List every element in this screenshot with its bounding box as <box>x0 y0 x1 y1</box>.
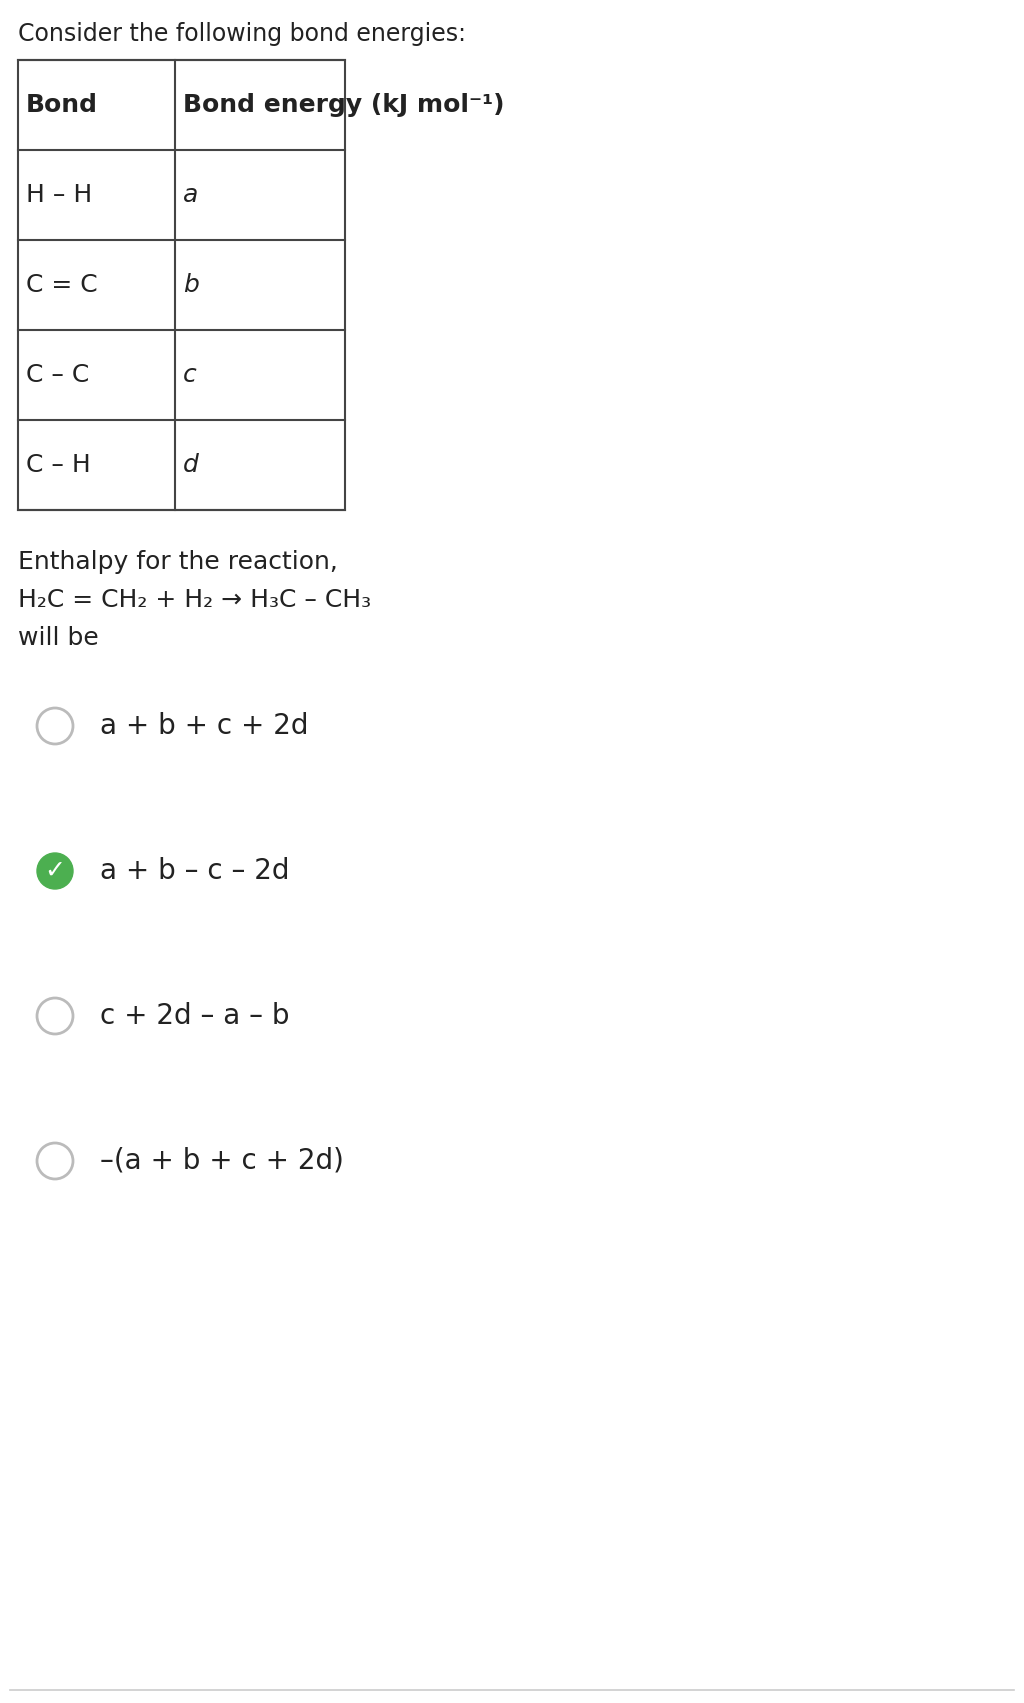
Text: Bond energy (kJ mol⁻¹): Bond energy (kJ mol⁻¹) <box>183 94 505 118</box>
Text: c: c <box>183 363 197 387</box>
Text: a + b – c – 2d: a + b – c – 2d <box>100 857 290 886</box>
Text: Enthalpy for the reaction,: Enthalpy for the reaction, <box>18 550 338 574</box>
Circle shape <box>37 853 73 889</box>
Text: b: b <box>183 272 199 296</box>
Text: H – H: H – H <box>26 182 92 208</box>
Text: a + b + c + 2d: a + b + c + 2d <box>100 712 308 741</box>
Text: a: a <box>183 182 199 208</box>
Text: –(a + b + c + 2d): –(a + b + c + 2d) <box>100 1148 344 1175</box>
Text: C = C: C = C <box>26 272 97 296</box>
Text: C – H: C – H <box>26 453 91 477</box>
Bar <box>18 60 345 509</box>
Text: will be: will be <box>18 627 98 651</box>
Text: Bond: Bond <box>26 94 98 118</box>
Text: H₂C = CH₂ + H₂ → H₃C – CH₃: H₂C = CH₂ + H₂ → H₃C – CH₃ <box>18 588 371 611</box>
Text: C – C: C – C <box>26 363 89 387</box>
Text: c + 2d – a – b: c + 2d – a – b <box>100 1001 290 1030</box>
Text: d: d <box>183 453 199 477</box>
Text: Consider the following bond energies:: Consider the following bond energies: <box>18 22 466 46</box>
Text: ✓: ✓ <box>44 858 66 882</box>
